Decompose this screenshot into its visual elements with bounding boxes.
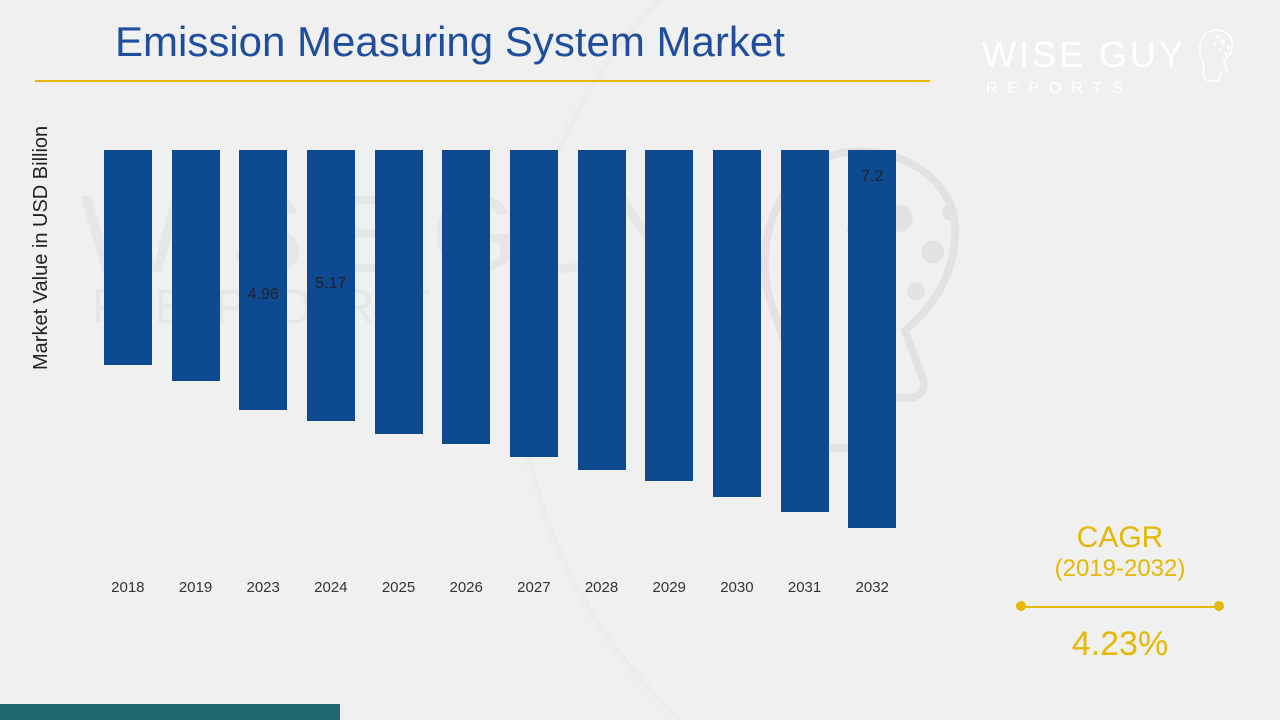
- x-tick-label: 2024: [297, 579, 365, 596]
- bar-slot: 2027: [500, 150, 568, 570]
- cagr-range: (2019-2032): [1010, 555, 1230, 583]
- bar: [239, 150, 287, 410]
- bar-slot: 2018: [94, 150, 162, 570]
- x-tick-label: 2030: [703, 579, 771, 596]
- cagr-dot-left: [1016, 601, 1026, 611]
- x-tick-label: 2027: [500, 579, 568, 596]
- plot-area: 2018201920234.9620245.172025202620272028…: [90, 150, 910, 570]
- bar: [442, 150, 490, 444]
- x-tick-label: 2018: [94, 579, 162, 596]
- x-tick-label: 2026: [432, 579, 500, 596]
- bar-slot: 2025: [365, 150, 433, 570]
- bar-slot: 2019: [162, 150, 230, 570]
- bar-value-label: 5.17: [315, 275, 346, 293]
- x-tick-label: 2025: [365, 579, 433, 596]
- bottom-accent-strip: [0, 704, 340, 720]
- x-tick-label: 2028: [568, 579, 636, 596]
- bar-slot: 20327.2: [838, 150, 906, 570]
- bar: [713, 150, 761, 497]
- bar: [104, 150, 152, 365]
- chart-title: Emission Measuring System Market: [115, 18, 785, 66]
- x-tick-label: 2023: [229, 579, 297, 596]
- logo-text-line2: REPORTS: [986, 80, 1240, 98]
- cagr-title: CAGR: [1010, 521, 1230, 555]
- bar-slot: 2029: [635, 150, 703, 570]
- bar: [781, 150, 829, 512]
- bar: [375, 150, 423, 434]
- cagr-block: CAGR (2019-2032) 4.23%: [1010, 521, 1230, 664]
- bar-value-label: 4.96: [248, 286, 279, 304]
- cagr-divider: [1010, 597, 1230, 617]
- logo-head-icon: [1192, 28, 1240, 82]
- bar: [578, 150, 626, 470]
- bar: [645, 150, 693, 481]
- x-tick-label: 2031: [771, 579, 839, 596]
- bar-slot: 2026: [432, 150, 500, 570]
- x-tick-label: 2032: [838, 579, 906, 596]
- x-tick-label: 2019: [162, 579, 230, 596]
- cagr-dot-right: [1214, 601, 1224, 611]
- bar: [848, 150, 896, 528]
- bar-slot: 20234.96: [229, 150, 297, 570]
- x-tick-label: 2029: [635, 579, 703, 596]
- bar-value-label: 7.2: [861, 168, 883, 186]
- bar-slot: 2028: [568, 150, 636, 570]
- bars-container: 2018201920234.9620245.172025202620272028…: [90, 150, 910, 570]
- bar-slot: 2030: [703, 150, 771, 570]
- bar: [172, 150, 220, 381]
- bar: [510, 150, 558, 457]
- y-axis-label: Market Value in USD Billion: [30, 126, 53, 370]
- bar-chart: Market Value in USD Billion 201820192023…: [60, 150, 920, 610]
- title-underline: [35, 80, 930, 82]
- cagr-value: 4.23%: [1010, 625, 1230, 664]
- bar-slot: 2031: [771, 150, 839, 570]
- bar-slot: 20245.17: [297, 150, 365, 570]
- logo-text-line1: WISE GUY: [982, 34, 1186, 76]
- brand-logo: WISE GUY REPORTS: [982, 28, 1240, 98]
